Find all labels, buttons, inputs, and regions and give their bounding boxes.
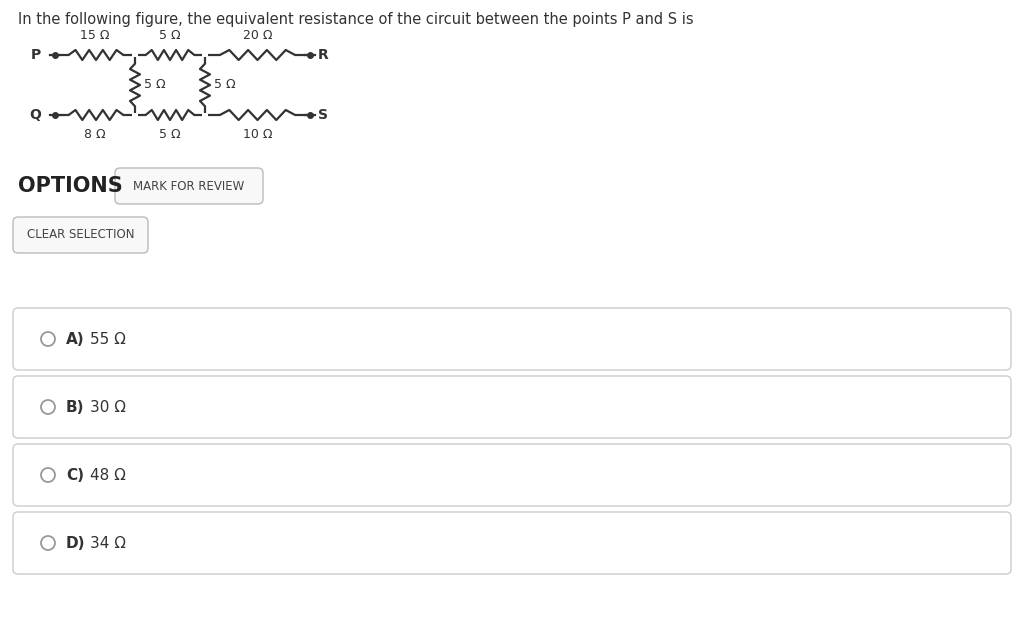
Text: 15 Ω: 15 Ω <box>80 29 110 42</box>
FancyBboxPatch shape <box>13 217 148 253</box>
Text: A): A) <box>66 331 85 346</box>
Circle shape <box>41 536 55 550</box>
Text: 5 Ω: 5 Ω <box>159 29 181 42</box>
FancyBboxPatch shape <box>13 444 1011 506</box>
Text: P: P <box>31 48 41 62</box>
Text: S: S <box>318 108 328 122</box>
Text: 5 Ω: 5 Ω <box>159 128 181 141</box>
Circle shape <box>41 332 55 346</box>
FancyBboxPatch shape <box>13 376 1011 438</box>
Circle shape <box>41 468 55 482</box>
Text: 30 Ω: 30 Ω <box>90 399 126 415</box>
Circle shape <box>41 400 55 414</box>
Text: In the following figure, the equivalent resistance of the circuit between the po: In the following figure, the equivalent … <box>18 12 693 27</box>
Text: B): B) <box>66 399 85 415</box>
FancyBboxPatch shape <box>13 308 1011 370</box>
Text: D): D) <box>66 536 85 551</box>
Text: 20 Ω: 20 Ω <box>243 29 272 42</box>
Text: Q: Q <box>29 108 41 122</box>
Text: 5 Ω: 5 Ω <box>214 79 236 91</box>
Text: CLEAR SELECTION: CLEAR SELECTION <box>27 229 134 241</box>
Text: R: R <box>318 48 329 62</box>
Text: MARK FOR REVIEW: MARK FOR REVIEW <box>133 180 245 193</box>
Text: C): C) <box>66 467 84 483</box>
Text: 55 Ω: 55 Ω <box>90 331 126 346</box>
FancyBboxPatch shape <box>115 168 263 204</box>
FancyBboxPatch shape <box>13 512 1011 574</box>
Text: 48 Ω: 48 Ω <box>90 467 126 483</box>
Text: 10 Ω: 10 Ω <box>243 128 272 141</box>
Text: 5 Ω: 5 Ω <box>144 79 166 91</box>
Text: OPTIONS: OPTIONS <box>18 176 123 196</box>
Text: 8 Ω: 8 Ω <box>84 128 105 141</box>
Text: 34 Ω: 34 Ω <box>90 536 126 551</box>
